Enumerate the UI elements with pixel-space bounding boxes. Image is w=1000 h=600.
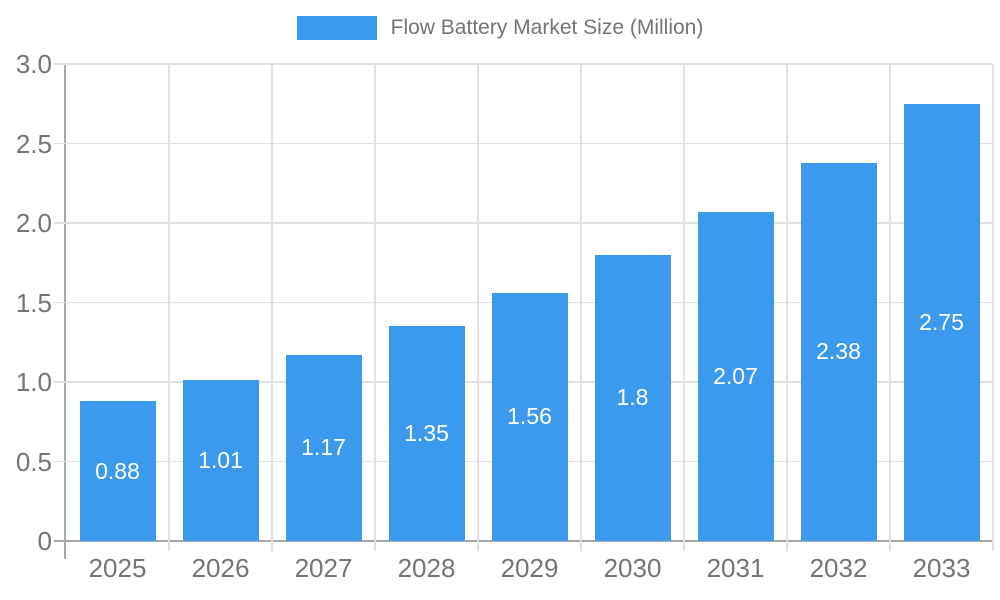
y-axis-tick: [54, 63, 66, 65]
bar-value-label: 2.07: [713, 362, 758, 389]
x-axis-tick: [580, 541, 582, 551]
bar-2025[interactable]: 0.88: [79, 401, 156, 541]
x-axis-line: [54, 540, 993, 542]
gridline-vertical: [271, 64, 273, 541]
x-tick-label-2032: 2032: [809, 553, 868, 583]
gridline-vertical: [580, 64, 582, 541]
x-tick-label-2031: 2031: [706, 553, 765, 583]
x-tick-label-2028: 2028: [397, 553, 456, 583]
x-axis-tick: [683, 541, 685, 551]
bar-2027[interactable]: 1.17: [285, 354, 362, 541]
x-tick-label-2026: 2026: [191, 553, 250, 583]
gridline-vertical: [786, 64, 788, 541]
y-tick-label: 1.0: [15, 367, 52, 397]
gridline-horizontal: [66, 222, 993, 224]
y-axis-tick: [54, 142, 66, 145]
gridline-vertical: [683, 64, 685, 541]
gridline-vertical: [374, 64, 376, 541]
legend-label: Flow Battery Market Size (Million): [390, 16, 704, 39]
bar-value-label: 1.56: [507, 403, 552, 430]
bar-value-label: 1.35: [404, 420, 449, 447]
y-axis-tick: [54, 222, 66, 224]
x-tick-label-2027: 2027: [294, 553, 353, 583]
x-tick-label-2025: 2025: [88, 553, 147, 583]
x-axis-tick: [271, 541, 273, 551]
x-axis-tick: [992, 541, 994, 551]
bar-2030[interactable]: 1.8: [594, 254, 671, 541]
x-tick-label-2033: 2033: [912, 553, 971, 583]
legend-swatch-icon: [296, 16, 377, 40]
bar-value-label: 2.38: [816, 338, 861, 365]
bar-2033[interactable]: 2.75: [903, 103, 980, 541]
gridline-vertical: [992, 64, 994, 541]
gridline-horizontal: [66, 63, 993, 65]
y-tick-label: 2.0: [15, 208, 52, 238]
bar-value-label: 0.88: [95, 457, 140, 484]
bar-2029[interactable]: 1.56: [491, 292, 568, 541]
chart-legend[interactable]: Flow Battery Market Size (Million): [0, 16, 1000, 40]
gridline-vertical: [477, 64, 479, 541]
x-axis-tick: [168, 541, 170, 551]
bar-2028[interactable]: 1.35: [388, 326, 465, 541]
gridline-vertical: [168, 64, 170, 541]
gridline-vertical: [889, 64, 891, 541]
bar-value-label: 1.01: [198, 447, 243, 474]
bar-2026[interactable]: 1.01: [182, 380, 259, 541]
y-axis-tick: [54, 381, 66, 383]
bar-value-label: 1.17: [301, 434, 346, 461]
y-tick-label: 0: [37, 526, 52, 556]
y-tick-label: 1.5: [15, 287, 52, 318]
x-tick-label-2029: 2029: [500, 553, 559, 583]
y-tick-label: 0.5: [15, 446, 52, 477]
y-tick-label: 3.0: [15, 49, 52, 79]
plot-area: 0.88 1.01 1.17 1.35 1.56 1.8 2.07 2.38 2.75: [66, 63, 994, 541]
x-axis-tick: [889, 541, 891, 551]
y-axis-tick: [54, 301, 66, 304]
x-axis-tick: [477, 541, 479, 551]
y-axis-line: [64, 64, 66, 559]
gridline-horizontal: [66, 142, 993, 145]
bar-value-label: 2.75: [919, 308, 964, 335]
y-tick-label: 2.5: [15, 128, 52, 159]
x-axis-tick: [786, 541, 788, 551]
x-axis-tick: [374, 541, 376, 551]
bar-value-label: 1.8: [616, 384, 649, 411]
bar-2031[interactable]: 2.07: [697, 211, 774, 541]
y-axis-tick: [54, 460, 66, 463]
bar-2032[interactable]: 2.38: [800, 162, 877, 541]
x-tick-label-2030: 2030: [603, 553, 662, 583]
